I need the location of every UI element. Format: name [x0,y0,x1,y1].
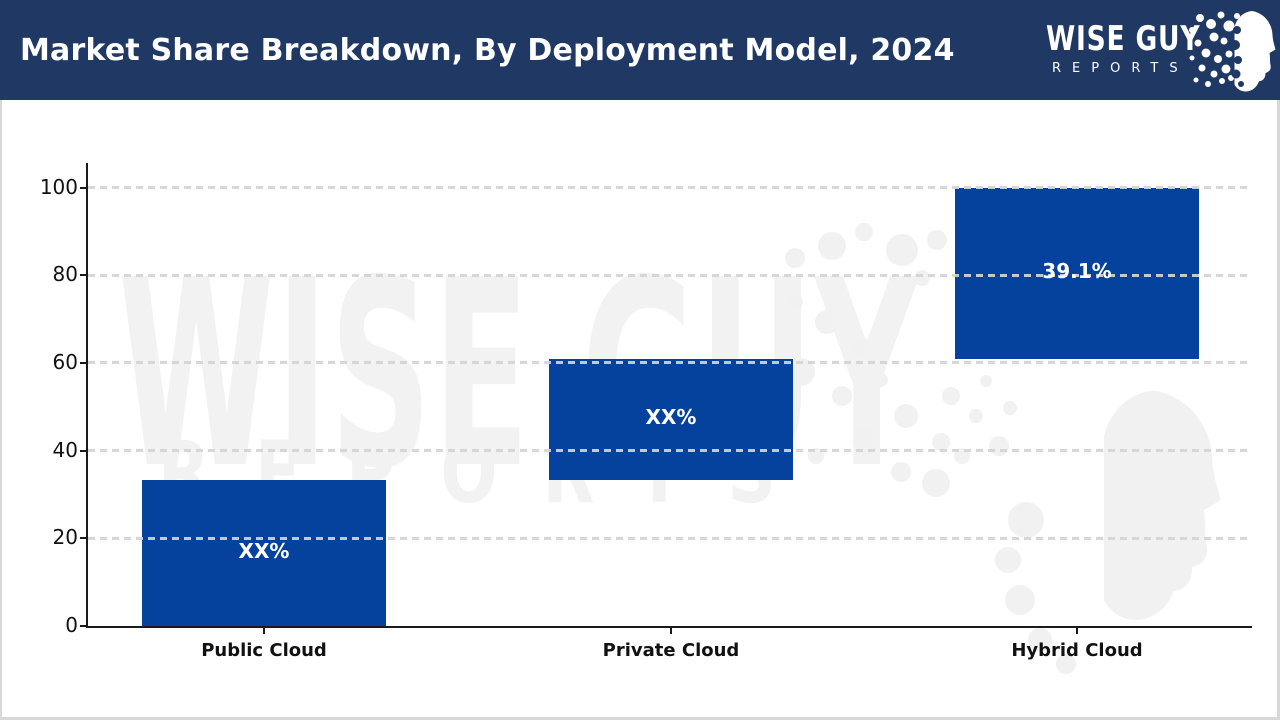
y-tick-mark [80,274,87,277]
x-tick-mark [670,627,672,634]
bar-private-cloud [549,358,793,480]
y-tick-mark [80,361,87,364]
logo-tagline: REPORTS [1052,61,1189,76]
x-category-label-hybrid-cloud: Hybrid Cloud [1011,640,1143,661]
bar-value-label: XX% [645,405,697,430]
bar-public-cloud [142,479,386,626]
x-tick-mark [263,627,265,634]
y-tick-mark [80,625,87,627]
y-tick-label: 80 [52,262,78,287]
bar-hybrid-cloud [955,187,1199,359]
page-border-bottom [0,717,1280,720]
x-tick-mark [1076,627,1078,634]
y-tick-label: 60 [52,349,78,374]
chart-title: Market Share Breakdown, By Deployment Mo… [20,32,955,68]
y-tick-label: 0 [65,613,78,637]
x-axis-line [86,626,1252,628]
y-tick-mark [80,186,87,189]
header-bar: Market Share Breakdown, By Deployment Mo… [0,0,1280,100]
y-tick-mark [80,449,87,452]
x-category-label-private-cloud: Private Cloud [602,640,740,661]
logo-head-icon [1189,11,1276,92]
gridline [88,536,1252,540]
page-border-left [0,100,2,720]
y-tick-label: 40 [52,437,78,462]
gridline [88,273,1252,277]
gridline [88,361,1252,365]
bar-value-label: 39.1% [1042,259,1112,284]
logo-wordmark: WISE GUY [1046,19,1201,59]
page-border-right [1277,100,1280,720]
y-tick-label: 100 [39,174,78,199]
gridline [88,186,1252,189]
y-tick-label: 20 [52,525,78,550]
gridline [88,449,1252,453]
x-category-label-public-cloud: Public Cloud [201,640,327,661]
bar-value-label: XX% [238,538,290,563]
y-tick-mark [80,537,87,540]
y-axis-line [86,163,88,628]
